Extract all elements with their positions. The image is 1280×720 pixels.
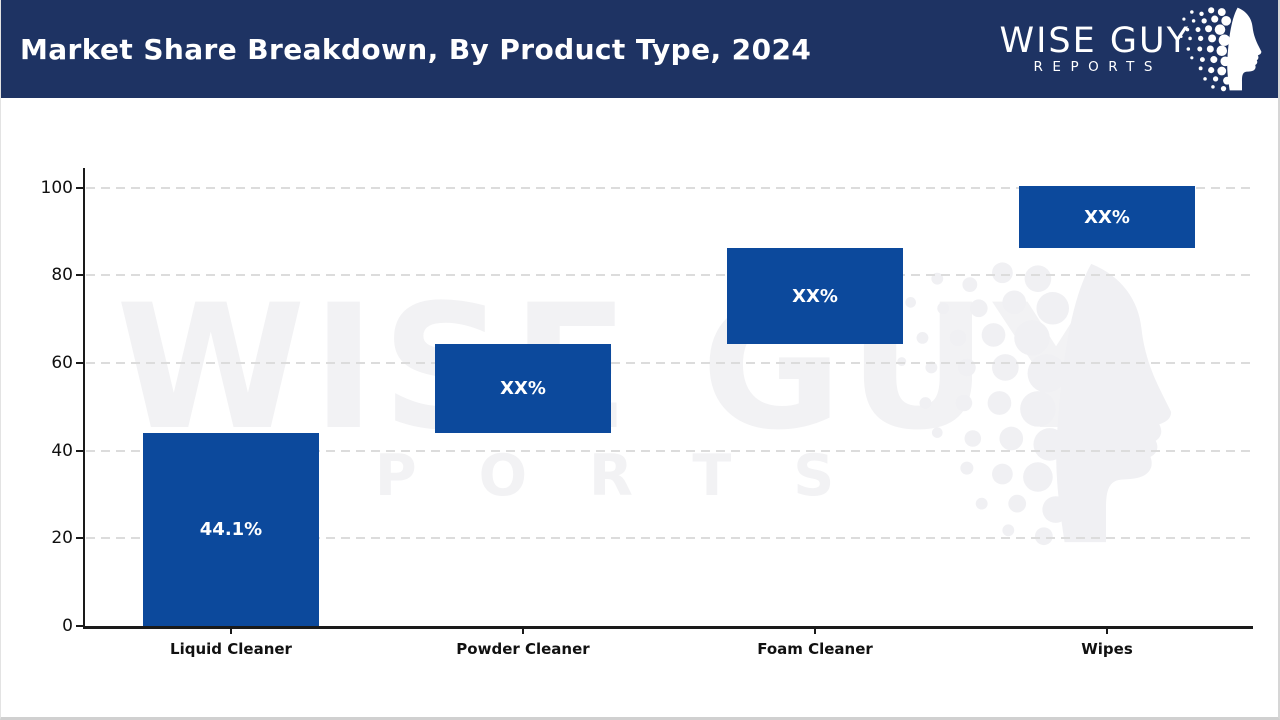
bar-foam-cleaner: XX%: [727, 248, 903, 345]
x-category-label-wipes: Wipes: [1081, 640, 1133, 658]
gridline-20: [86, 537, 1253, 540]
y-tick-20: [76, 537, 84, 540]
bar-value-label-liquid-cleaner: 44.1%: [199, 518, 263, 540]
y-tick-100: [76, 186, 84, 189]
page-title: Market Share Breakdown, By Product Type,…: [20, 32, 812, 66]
bar-powder-cleaner: XX%: [435, 344, 611, 433]
header-band: Market Share Breakdown, By Product Type,…: [0, 0, 1280, 98]
y-tick-80: [76, 274, 84, 277]
x-category-label-powder-cleaner: Powder Cleaner: [456, 640, 590, 658]
bar-wipes: XX%: [1019, 186, 1195, 248]
bar-value-label-foam-cleaner: XX%: [792, 285, 838, 307]
bar-value-label-wipes: XX%: [1084, 206, 1130, 228]
brand-logo-text: WISE GUY REPORTS: [999, 20, 1190, 76]
y-axis-line: [83, 168, 85, 628]
gridline-100: [86, 186, 1253, 189]
x-tick-wipes: [1106, 628, 1108, 634]
y-tick-60: [76, 361, 84, 364]
brand-subtitle: REPORTS: [1033, 59, 1162, 76]
x-tick-liquid-cleaner: [230, 628, 232, 634]
brand-logo: WISE GUY REPORTS: [999, 5, 1266, 93]
y-tick-label-60: 60: [51, 352, 73, 373]
x-category-label-liquid-cleaner: Liquid Cleaner: [170, 640, 292, 658]
y-tick-40: [76, 449, 84, 452]
y-tick-label-100: 100: [40, 177, 73, 198]
x-category-label-foam-cleaner: Foam Cleaner: [757, 640, 873, 658]
y-tick-0: [76, 625, 84, 627]
x-tick-powder-cleaner: [522, 628, 524, 634]
x-tick-foam-cleaner: [814, 628, 816, 634]
brand-name: WISE GUY: [999, 20, 1190, 61]
bar-value-label-powder-cleaner: XX%: [500, 378, 546, 400]
y-tick-label-40: 40: [51, 440, 73, 461]
y-tick-label-80: 80: [51, 265, 73, 286]
y-tick-label-20: 20: [51, 528, 73, 549]
bar-liquid-cleaner: 44.1%: [143, 432, 319, 626]
y-tick-label-0: 0: [62, 616, 73, 636]
gridline-60: [86, 361, 1253, 364]
gridline-80: [86, 274, 1253, 277]
watermark-brand-name: WISE GUY: [116, 267, 1125, 468]
gridline-40: [86, 449, 1253, 452]
x-axis-line: [83, 626, 1253, 629]
